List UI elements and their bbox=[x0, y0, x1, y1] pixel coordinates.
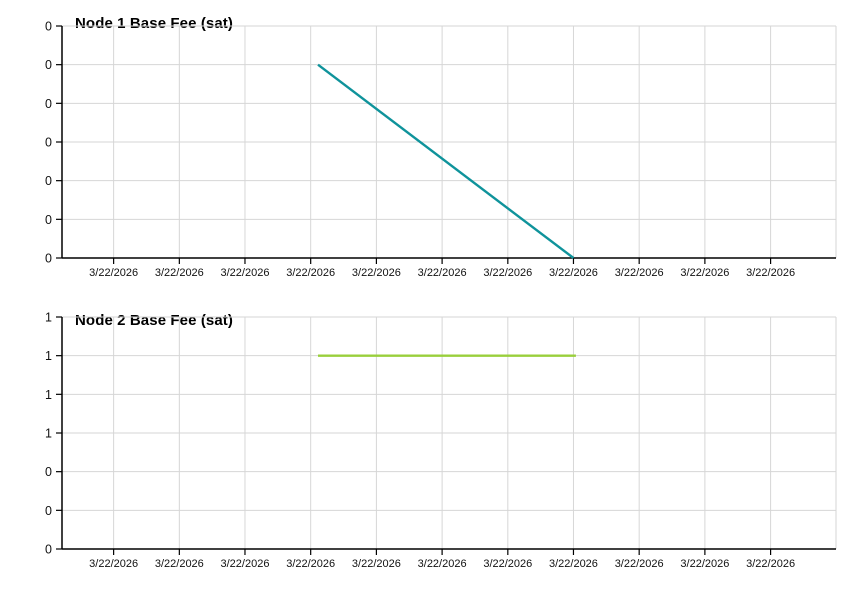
x-tick-label: 3/22/2026 bbox=[746, 267, 795, 279]
y-tick-label: 0 bbox=[45, 504, 52, 518]
y-tick-label: 1 bbox=[45, 349, 52, 363]
x-tick-label: 3/22/2026 bbox=[155, 558, 204, 570]
x-tick-label: 3/22/2026 bbox=[483, 267, 532, 279]
node2-base-fee-chart: Node 2 Base Fee (sat) 1 1 1 1 0 0 0 3/22/2026 3/… bbox=[0, 291, 860, 591]
y-tick-label: 0 bbox=[45, 174, 52, 188]
x-tick-label: 3/22/2026 bbox=[286, 267, 335, 279]
y-tick-label: 0 bbox=[45, 58, 52, 72]
x-tick-label: 3/22/2026 bbox=[89, 558, 138, 570]
x-tick-label: 3/22/2026 bbox=[549, 267, 598, 279]
y-tick-label: 1 bbox=[45, 427, 52, 441]
node1-base-fee-chart: Node 1 Base Fee (sat) 0 0 0 0 0 0 0 3/22/2026 3/… bbox=[0, 0, 860, 291]
x-tick-label: 3/22/2026 bbox=[615, 267, 664, 279]
series-line-node-1-base-fee bbox=[317, 63, 575, 259]
y-tick-label: 0 bbox=[45, 213, 52, 227]
x-tick-label: 3/22/2026 bbox=[680, 558, 729, 570]
x-tick-label: 3/22/2026 bbox=[89, 267, 138, 279]
x-tick-label: 3/22/2026 bbox=[746, 558, 795, 570]
x-tick-label: 3/22/2026 bbox=[615, 558, 664, 570]
x-tick-label: 3/22/2026 bbox=[352, 267, 401, 279]
y-tick-label: 0 bbox=[45, 543, 52, 557]
y-tick-label: 0 bbox=[45, 465, 52, 479]
y-tick-label: 0 bbox=[45, 252, 52, 266]
y-tick-label: 0 bbox=[45, 136, 52, 150]
chart-title-node1: Node 1 Base Fee (sat) bbox=[75, 15, 233, 33]
x-tick-label: 3/22/2026 bbox=[483, 558, 532, 570]
node1-plot-area: 0 0 0 0 0 0 0 3/22/2026 3/22/2026 3/22/2026 3/22/2… bbox=[45, 20, 837, 279]
y-tick-label: 1 bbox=[45, 388, 52, 402]
x-tick-label: 3/22/2026 bbox=[418, 267, 467, 279]
x-tick-label: 3/22/2026 bbox=[418, 558, 467, 570]
node2-plot-area: 1 1 1 1 0 0 0 3/22/2026 3/22/2026 3/22/2026 3/22/2… bbox=[45, 311, 837, 570]
x-tick-label: 3/22/2026 bbox=[221, 558, 270, 570]
x-tick-label: 3/22/2026 bbox=[352, 558, 401, 570]
x-tick-label: 3/22/2026 bbox=[549, 558, 598, 570]
y-tick-label: 1 bbox=[45, 311, 52, 325]
x-tick-label: 3/22/2026 bbox=[680, 267, 729, 279]
y-tick-label: 0 bbox=[45, 20, 52, 34]
x-tick-label: 3/22/2026 bbox=[221, 267, 270, 279]
x-tick-label: 3/22/2026 bbox=[155, 267, 204, 279]
y-tick-label: 0 bbox=[45, 97, 52, 111]
x-tick-label: 3/22/2026 bbox=[286, 558, 335, 570]
